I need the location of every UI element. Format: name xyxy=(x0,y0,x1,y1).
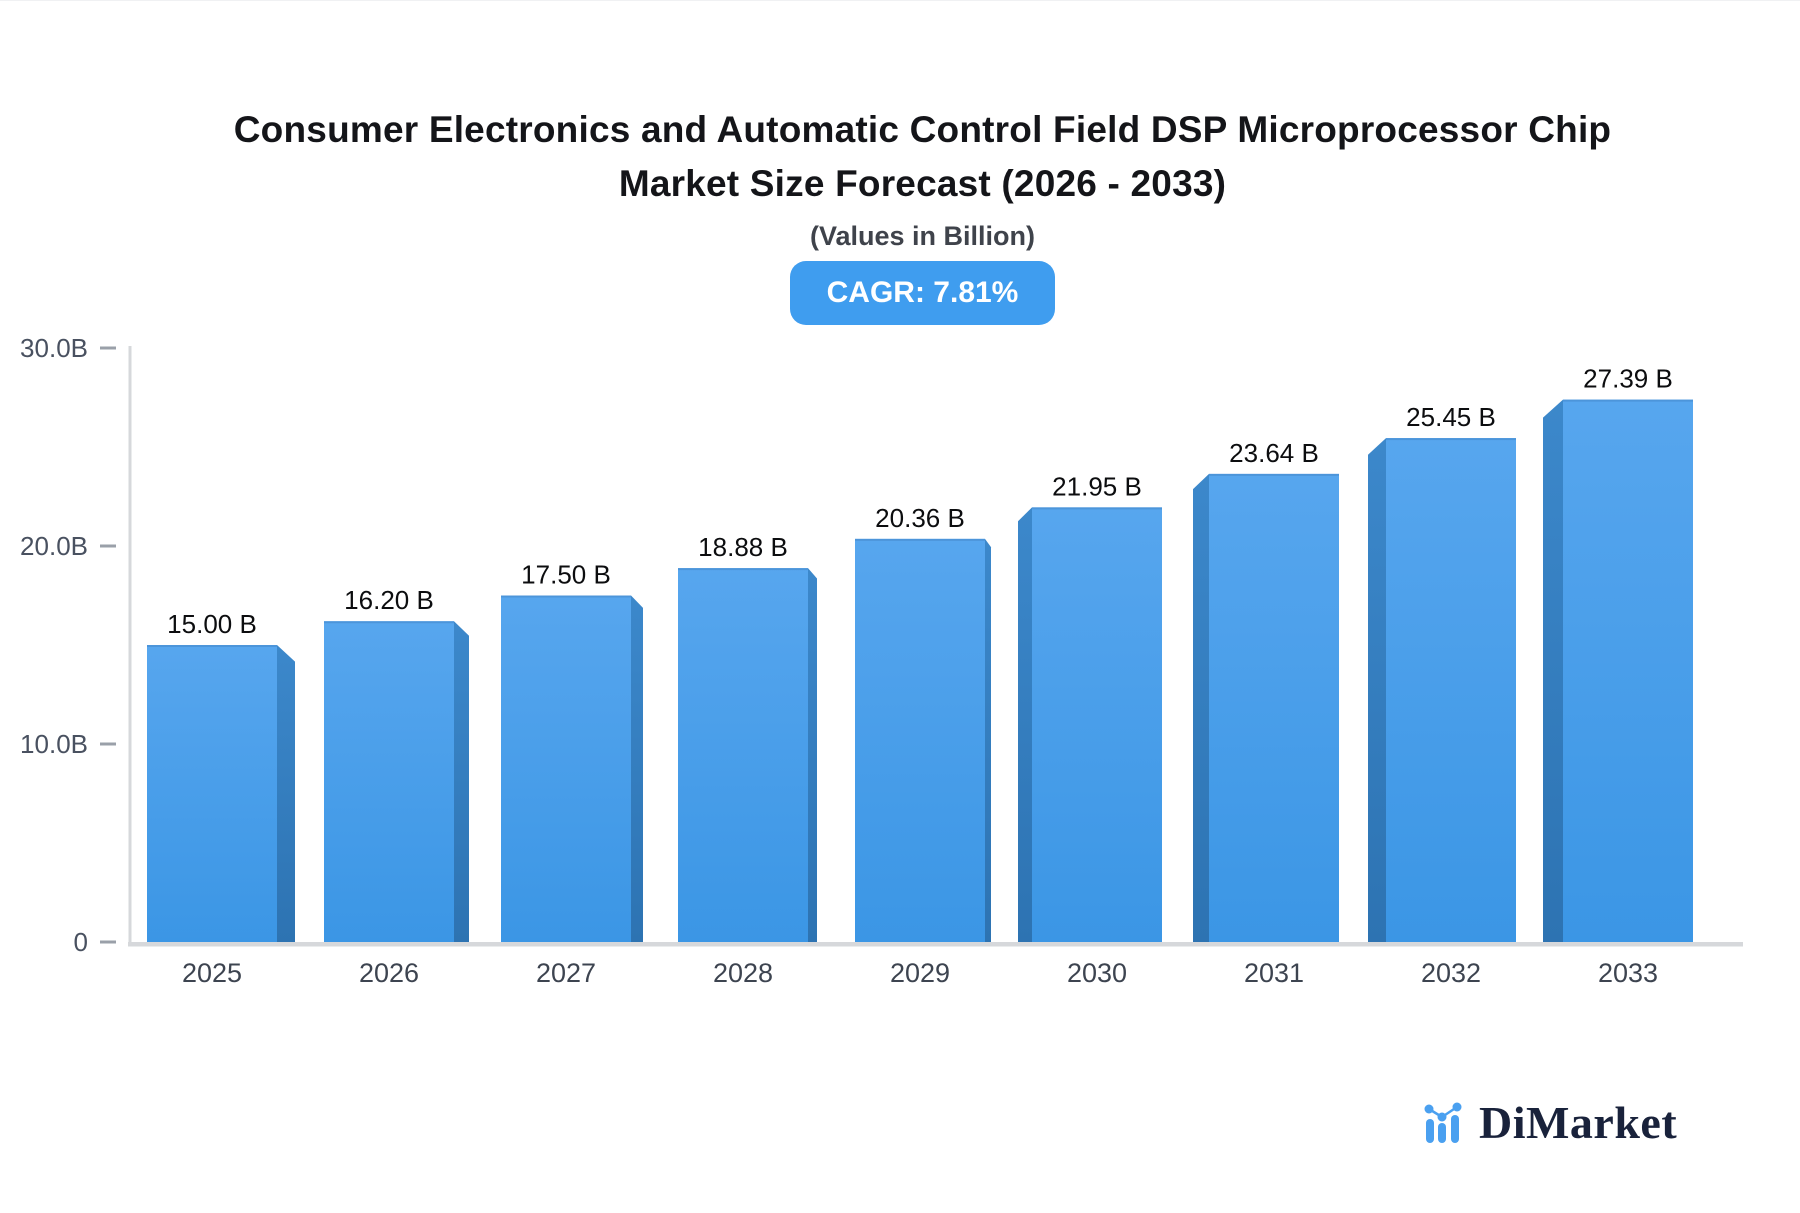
chart-header: Consumer Electronics and Automatic Contr… xyxy=(45,1,1800,325)
bar-front-face xyxy=(501,595,631,942)
bar[interactable] xyxy=(1543,399,1693,943)
logo-dot xyxy=(1437,1112,1447,1122)
bar-front-face xyxy=(1209,473,1339,942)
bar-front-face xyxy=(147,645,277,942)
brand-logo-icon xyxy=(1424,1102,1462,1143)
bar-front-face xyxy=(1032,507,1162,942)
bar-front-face xyxy=(1563,399,1693,943)
x-axis-label: 2031 xyxy=(1244,958,1304,988)
y-axis-label: 0 xyxy=(74,927,88,957)
bar[interactable] xyxy=(678,568,817,942)
logo-bar xyxy=(1426,1119,1434,1143)
bar-front-face xyxy=(1386,438,1516,942)
bar-value-label: 21.95 B xyxy=(1052,471,1142,501)
bar-front-face xyxy=(678,568,808,942)
bar-side-face xyxy=(985,538,991,942)
bar-value-label: 20.36 B xyxy=(875,503,965,533)
x-axis-label: 2028 xyxy=(713,958,773,988)
x-axis-label: 2027 xyxy=(536,958,596,988)
bar[interactable] xyxy=(1193,473,1339,942)
y-axis-label: 10.0B xyxy=(20,729,88,759)
bar[interactable] xyxy=(147,645,295,942)
bar[interactable] xyxy=(1368,438,1516,942)
bar-front-face xyxy=(324,621,454,942)
chart-title-line2: Market Size Forecast (2026 - 2033) xyxy=(618,163,1227,204)
bar-side-face xyxy=(454,621,469,942)
bar[interactable] xyxy=(855,538,991,942)
bar-value-label: 16.20 B xyxy=(344,585,434,615)
bar[interactable] xyxy=(501,595,643,943)
x-axis-label: 2033 xyxy=(1598,958,1658,988)
bar-side-face xyxy=(1193,473,1209,942)
logo-bar xyxy=(1451,1115,1459,1143)
bar-side-face xyxy=(631,595,643,942)
bar-value-label: 23.64 B xyxy=(1229,438,1319,468)
cagr-badge: CAGR: 7.81% xyxy=(789,261,1056,325)
bar-side-face xyxy=(1368,438,1386,942)
x-axis-line xyxy=(128,942,1743,947)
x-axis-label: 2030 xyxy=(1067,958,1127,988)
y-axis-label: 20.0B xyxy=(20,531,88,561)
bar-side-face xyxy=(1018,507,1032,942)
logo-dot xyxy=(1424,1104,1434,1114)
brand-logo[interactable]: DiMarket xyxy=(1424,1097,1678,1148)
x-axis-label: 2025 xyxy=(182,958,242,988)
logo-bar xyxy=(1438,1123,1446,1143)
logo-dot xyxy=(1452,1102,1462,1112)
bar-side-face xyxy=(277,645,295,942)
chart-subtitle: (Values in Billion) xyxy=(809,221,1036,251)
x-axis-label: 2029 xyxy=(890,958,950,988)
bar-value-label: 27.39 B xyxy=(1583,364,1673,394)
chart-title: Consumer Electronics and Automatic Contr… xyxy=(45,1,1800,211)
x-axis-label: 2026 xyxy=(359,958,419,988)
bar-side-face xyxy=(808,568,817,942)
bar-front-face xyxy=(855,538,985,942)
chart-title-line1: Consumer Electronics and Automatic Contr… xyxy=(233,109,1612,150)
bar[interactable] xyxy=(324,621,469,942)
bar-value-label: 18.88 B xyxy=(698,532,788,562)
bar-value-label: 25.45 B xyxy=(1406,402,1496,432)
bar-value-label: 17.50 B xyxy=(521,560,611,590)
x-axis-label: 2032 xyxy=(1421,958,1481,988)
bar-value-label: 15.00 B xyxy=(167,609,257,639)
bar[interactable] xyxy=(1018,507,1162,942)
y-axis-label: 30.0B xyxy=(20,333,88,363)
bar-side-face xyxy=(1543,399,1563,943)
brand-logo-text: DiMarket xyxy=(1479,1097,1678,1148)
